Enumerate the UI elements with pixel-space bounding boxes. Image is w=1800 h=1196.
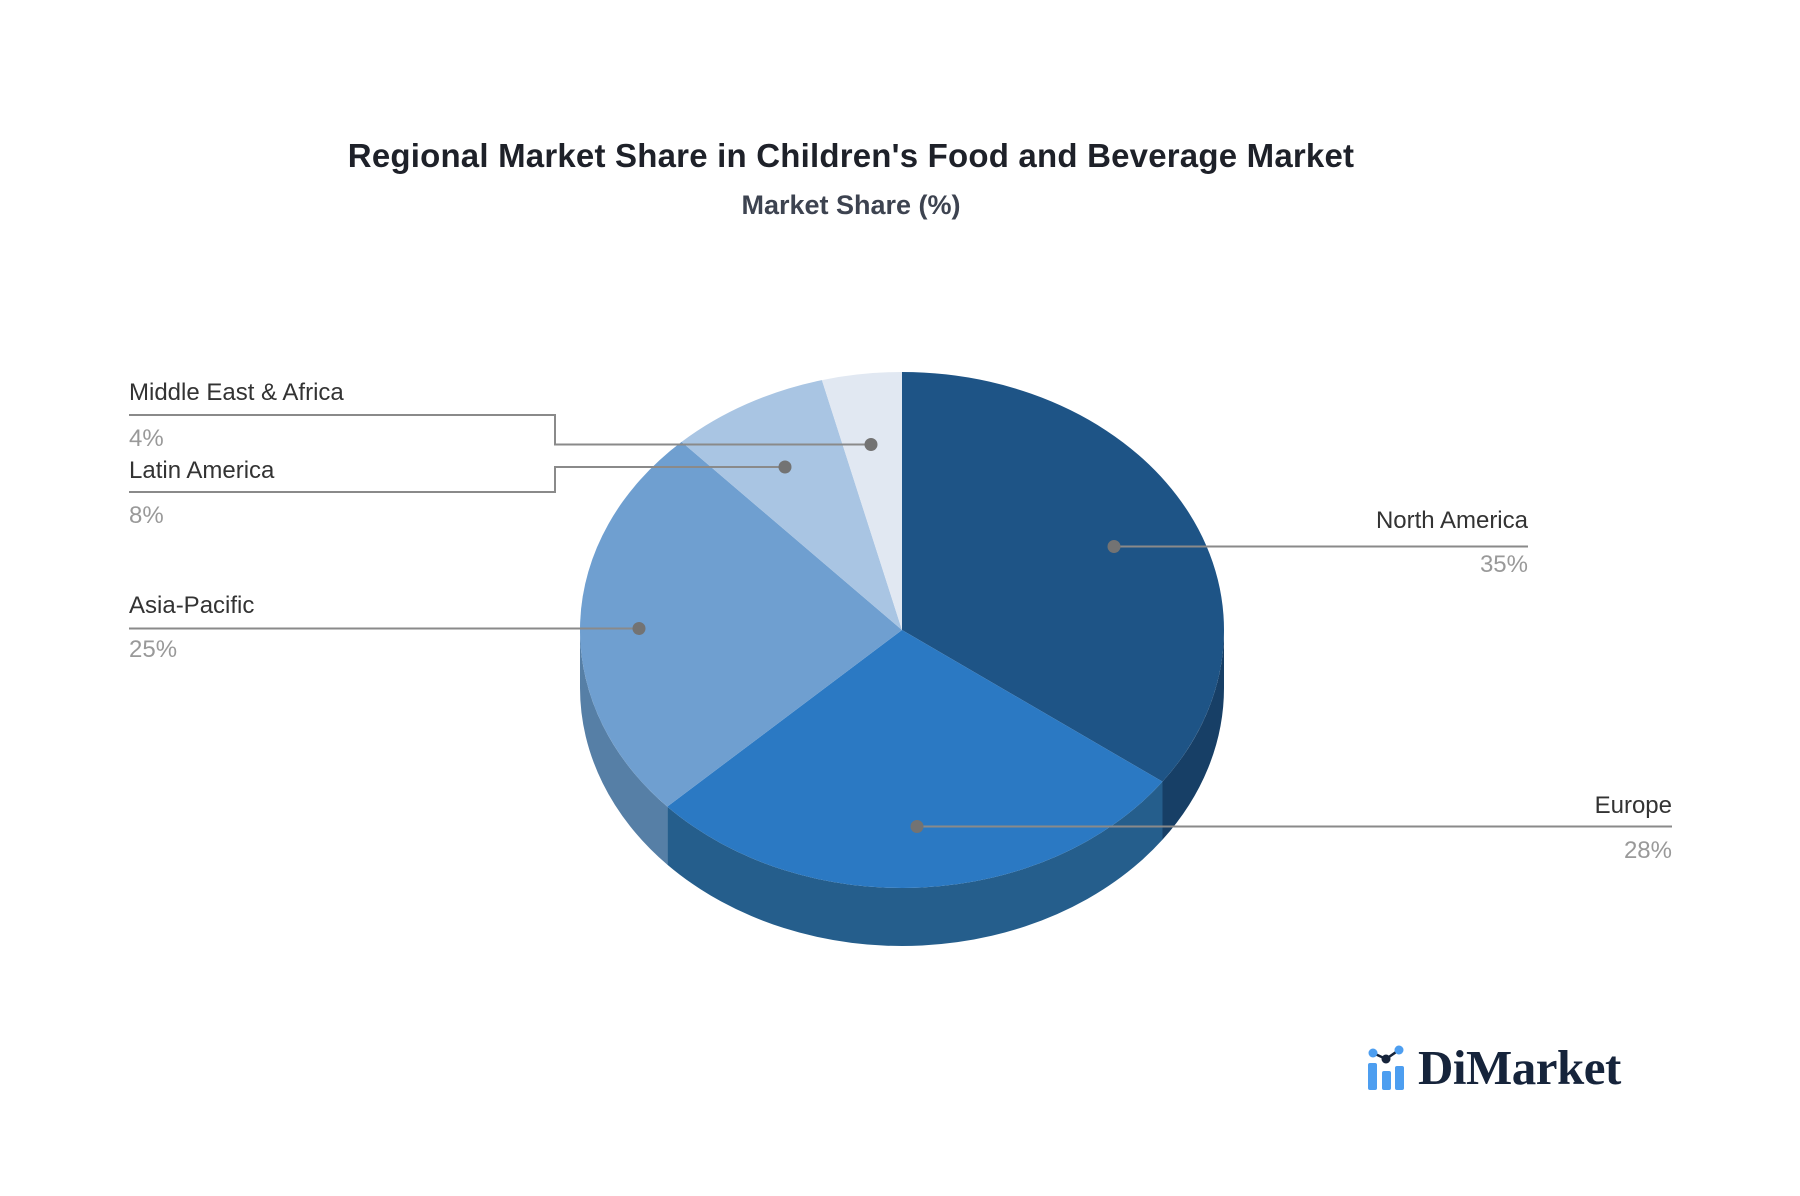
slice-value-north-america: 35% xyxy=(1479,551,1528,578)
slice-label-europe: Europe xyxy=(1594,792,1672,819)
pie-slice-middle-east-africa[interactable] xyxy=(821,372,902,630)
slice-label-north-america: North America xyxy=(1375,507,1528,534)
leader-dot-asia-pacific xyxy=(632,622,646,635)
brand-logo: DiMarket xyxy=(1362,1042,1621,1094)
leader-dot-north-america xyxy=(1107,540,1121,553)
pie-slice-europe[interactable] xyxy=(667,630,1163,888)
leader-line-latin-america xyxy=(129,466,785,493)
pie-slice-asia-pacific[interactable] xyxy=(579,441,902,807)
leader-line-middle-east-africa xyxy=(129,414,871,446)
slice-label-latin-america: Latin America xyxy=(129,457,275,484)
bar-chart-logo-icon xyxy=(1368,1045,1404,1090)
slice-label-asia-pacific: Asia-Pacific xyxy=(129,592,255,619)
pie-slice-side-europe xyxy=(667,781,1163,946)
slice-value-middle-east-africa: 4% xyxy=(129,425,164,452)
pie-slice-north-america[interactable] xyxy=(902,372,1224,782)
slice-value-latin-america: 8% xyxy=(129,502,164,529)
leader-dot-europe xyxy=(910,820,924,833)
brand-logo-text: DiMarket xyxy=(1418,1040,1621,1095)
chart-subtitle: Market Share (%) xyxy=(741,190,961,220)
slice-value-europe: 28% xyxy=(1623,837,1672,864)
pie-slice-latin-america[interactable] xyxy=(681,380,902,630)
pie-slice-side-north-america xyxy=(1162,630,1224,840)
slice-label-middle-east-africa: Middle East & Africa xyxy=(129,379,344,406)
pie-slice-side-asia-pacific xyxy=(580,630,668,865)
leader-dot-latin-america xyxy=(778,460,792,474)
chart-title: Regional Market Share in Children's Food… xyxy=(347,137,1355,174)
slice-value-asia-pacific: 25% xyxy=(129,636,178,663)
leader-dot-middle-east-africa xyxy=(864,438,878,451)
